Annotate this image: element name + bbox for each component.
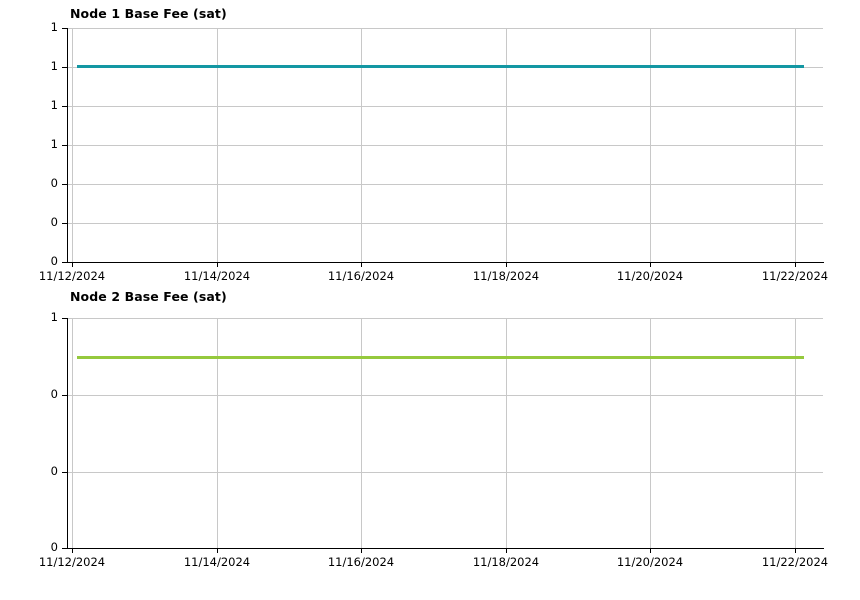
y-axis-label: 0 [50,215,58,229]
y-tick-mark [62,472,67,473]
x-axis-label: 11/22/2024 [761,269,829,283]
x-tick-mark [795,262,796,267]
y-tick-mark [62,548,67,549]
x-tick-mark [72,262,73,267]
x-tick-mark [361,262,362,267]
x-tick-mark [506,262,507,267]
y-axis-label: 1 [50,137,58,151]
y-axis-label: 1 [50,310,58,324]
x-tick-mark [217,262,218,267]
chart-title-node-1: Node 1 Base Fee (sat) [70,6,227,21]
x-axis-label: 11/22/2024 [761,555,829,569]
gridline-h [68,472,823,473]
gridline-v [72,318,73,548]
y-tick-mark [62,67,67,68]
x-axis-label: 11/12/2024 [38,555,106,569]
gridline-v [72,28,73,262]
gridline-h [68,318,823,319]
x-axis-label: 11/18/2024 [472,269,540,283]
y-axis-label: 0 [50,540,58,554]
y-axis-label: 1 [50,20,58,34]
x-tick-mark [795,548,796,553]
gridline-v [217,28,218,262]
y-axis-label: 0 [50,254,58,268]
x-tick-mark [361,548,362,553]
chart-node-1-base-fee: Node 1 Base Fee (sat) 1 1 1 1 0 0 [0,0,860,290]
y-axis-label: 1 [50,59,58,73]
x-axis-label: 11/18/2024 [472,555,540,569]
x-axis-label: 11/14/2024 [183,555,251,569]
y-axis-label: 0 [50,387,58,401]
gridline-h [68,106,823,107]
y-tick-mark [62,28,67,29]
y-axis-label: 1 [50,98,58,112]
x-axis-line [67,548,824,549]
y-tick-mark [62,318,67,319]
y-tick-mark [62,395,67,396]
chart-title-node-2: Node 2 Base Fee (sat) [70,289,227,304]
chart-node-2-base-fee: Node 2 Base Fee (sat) 1 0 0 0 [0,289,860,600]
gridline-h [68,145,823,146]
x-tick-mark [650,262,651,267]
y-tick-mark [62,184,67,185]
series-line-node-1 [77,65,804,68]
gridline-v [650,28,651,262]
gridline-h [68,28,823,29]
gridline-v [361,318,362,548]
x-tick-mark [72,548,73,553]
x-axis-label: 11/20/2024 [616,555,684,569]
gridline-v [506,318,507,548]
x-axis-label: 11/16/2024 [327,269,395,283]
y-axis-label: 0 [50,176,58,190]
series-line-node-2 [77,356,804,359]
gridline-v [217,318,218,548]
plot-area-node-2: 1 0 0 0 11/12/2024 11/14/2024 11/16/2024… [0,290,860,600]
y-tick-mark [62,223,67,224]
gridline-h [68,184,823,185]
x-tick-mark [506,548,507,553]
y-tick-mark [62,145,67,146]
y-axis-line [67,318,68,549]
x-tick-mark [217,548,218,553]
gridline-v [795,318,796,548]
x-axis-label: 11/20/2024 [616,269,684,283]
gridline-v [361,28,362,262]
y-tick-mark [62,106,67,107]
plot-area-node-1: 1 1 1 1 0 0 0 11/12/2024 11/14/2024 11/1… [0,0,860,290]
y-axis-label: 0 [50,464,58,478]
gridline-h [68,395,823,396]
gridline-h [68,223,823,224]
y-tick-mark [62,262,67,263]
gridline-v [506,28,507,262]
x-axis-label: 11/14/2024 [183,269,251,283]
x-tick-mark [650,548,651,553]
y-axis-line [67,28,68,263]
x-axis-label: 11/16/2024 [327,555,395,569]
x-axis-label: 11/12/2024 [38,269,106,283]
x-axis-line [67,262,824,263]
gridline-v [650,318,651,548]
gridline-v [795,28,796,262]
